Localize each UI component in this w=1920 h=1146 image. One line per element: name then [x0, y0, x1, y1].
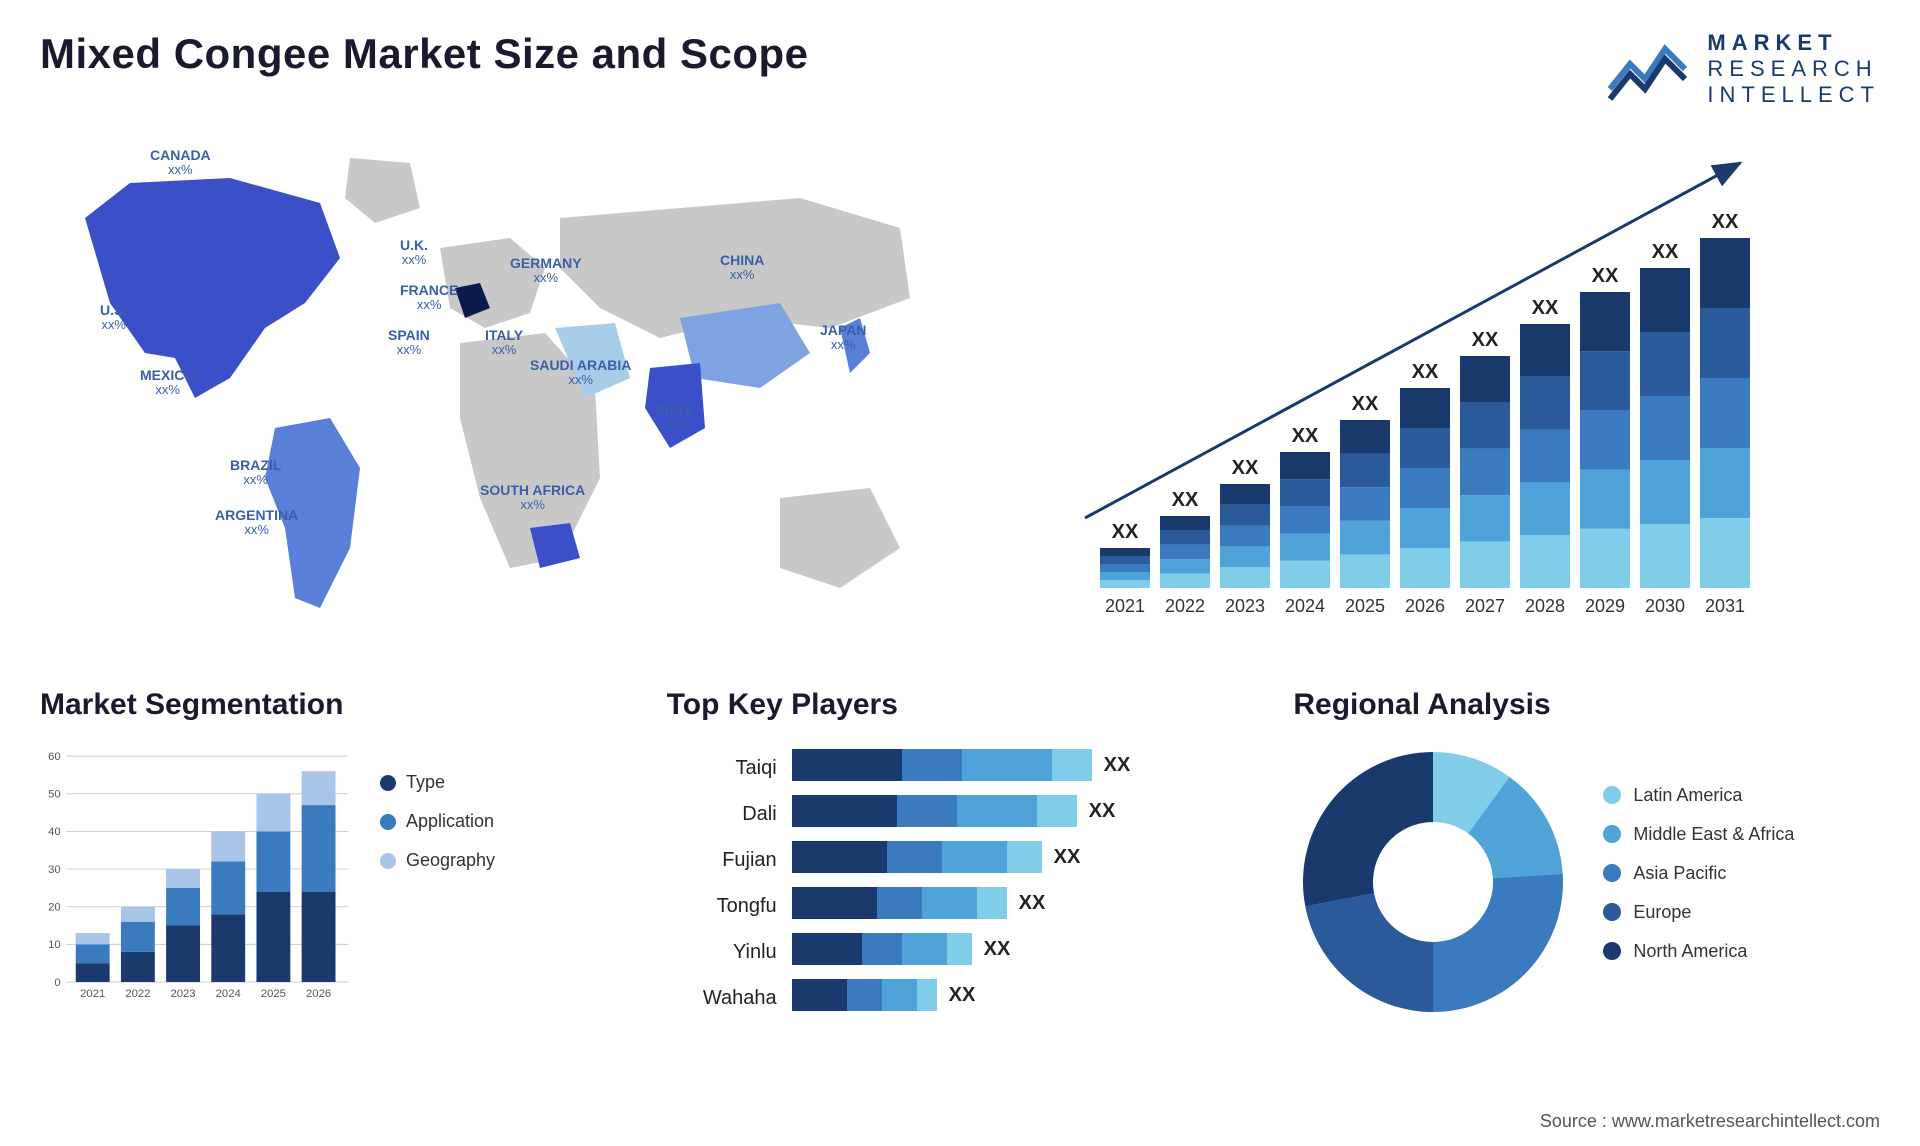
- regional-legend: Latin America Middle East & Africa Asia Pa…: [1603, 785, 1794, 980]
- svg-text:2021: 2021: [80, 988, 105, 1000]
- svg-text:2030: 2030: [1645, 596, 1685, 616]
- svg-text:2026: 2026: [306, 988, 331, 1000]
- svg-text:20: 20: [48, 901, 61, 913]
- svg-text:2029: 2029: [1585, 596, 1625, 616]
- map-label-japan: JAPANxx%: [820, 323, 866, 353]
- svg-text:XX: XX: [1472, 329, 1499, 351]
- svg-text:2023: 2023: [1225, 596, 1265, 616]
- map-label-south-africa: SOUTH AFRICAxx%: [480, 483, 585, 513]
- player-label-taiqi: Taiqi: [667, 748, 777, 794]
- player-row-tongfu: XX: [792, 880, 1254, 926]
- map-label-u.k.: U.K.xx%: [400, 238, 428, 268]
- map-label-argentina: ARGENTINAxx%: [215, 508, 298, 538]
- logo-text-1: MARKET: [1707, 30, 1880, 56]
- svg-text:2025: 2025: [1345, 596, 1385, 616]
- player-label-yinlu: Yinlu: [667, 932, 777, 978]
- svg-text:2025: 2025: [261, 988, 286, 1000]
- player-row-dali: XX: [792, 788, 1254, 834]
- regional-title: Regional Analysis: [1293, 688, 1880, 722]
- svg-text:0: 0: [54, 977, 60, 989]
- region-legend-north-america: North America: [1603, 941, 1794, 962]
- svg-text:XX: XX: [1652, 241, 1679, 263]
- svg-text:XX: XX: [1712, 211, 1739, 233]
- svg-text:XX: XX: [1172, 489, 1199, 511]
- player-row-yinlu: XX: [792, 926, 1254, 972]
- map-label-saudi-arabia: SAUDI ARABIAxx%: [530, 358, 631, 388]
- seg-legend-application: Application: [380, 811, 495, 832]
- map-label-u.s.: U.S.xx%: [100, 303, 127, 333]
- svg-text:2023: 2023: [170, 988, 195, 1000]
- svg-text:XX: XX: [1232, 457, 1259, 479]
- map-label-brazil: BRAZILxx%: [230, 458, 281, 488]
- logo-text-3: INTELLECT: [1707, 82, 1880, 108]
- player-label-fujian: Fujian: [667, 840, 777, 886]
- map-label-mexico: MEXICOxx%: [140, 368, 195, 398]
- map-label-canada: CANADAxx%: [150, 148, 211, 178]
- region-legend-asia-pacific: Asia Pacific: [1603, 863, 1794, 884]
- map-label-italy: ITALYxx%: [485, 328, 523, 358]
- brand-logo: MARKET RESEARCH INTELLECT: [1605, 30, 1880, 108]
- key-players-panel: Top Key Players TaiqiDaliFujianTongfuYin…: [667, 688, 1254, 1032]
- map-label-germany: GERMANYxx%: [510, 256, 582, 286]
- svg-text:2026: 2026: [1405, 596, 1445, 616]
- svg-text:XX: XX: [1112, 521, 1139, 543]
- svg-text:50: 50: [48, 789, 61, 801]
- svg-text:2024: 2024: [216, 988, 241, 1000]
- svg-text:60: 60: [48, 751, 61, 763]
- svg-text:2031: 2031: [1705, 596, 1745, 616]
- player-label-dali: Dali: [667, 794, 777, 840]
- world-map: CANADAxx% U.S.xx% MEXICOxx% BRAZILxx% ARGENT…: [40, 128, 940, 648]
- region-legend-europe: Europe: [1603, 902, 1794, 923]
- map-label-india: INDIAxx%: [655, 403, 693, 433]
- map-label-china: CHINAxx%: [720, 253, 764, 283]
- logo-icon: [1605, 34, 1695, 104]
- svg-text:XX: XX: [1532, 297, 1559, 319]
- regional-panel: Regional Analysis Latin America Middle Ea…: [1293, 688, 1880, 1032]
- region-legend-middle-east-africa: Middle East & Africa: [1603, 824, 1794, 845]
- svg-text:30: 30: [48, 864, 61, 876]
- svg-text:XX: XX: [1592, 265, 1619, 287]
- seg-legend-type: Type: [380, 772, 495, 793]
- source-text: Source : www.marketresearchintellect.com: [1540, 1111, 1880, 1132]
- player-label-wahaha: Wahaha: [667, 978, 777, 1024]
- player-label-tongfu: Tongfu: [667, 886, 777, 932]
- player-row-taiqi: XX: [792, 742, 1254, 788]
- player-row-wahaha: XX: [792, 972, 1254, 1018]
- svg-text:40: 40: [48, 826, 61, 838]
- map-label-spain: SPAINxx%: [388, 328, 430, 358]
- svg-text:2022: 2022: [1165, 596, 1205, 616]
- page-title: Mixed Congee Market Size and Scope: [40, 30, 809, 78]
- svg-text:2021: 2021: [1105, 596, 1145, 616]
- segmentation-legend: Type Application Geography: [380, 742, 495, 1032]
- segmentation-title: Market Segmentation: [40, 688, 627, 722]
- svg-text:2022: 2022: [125, 988, 150, 1000]
- logo-text-2: RESEARCH: [1707, 56, 1880, 82]
- svg-text:XX: XX: [1412, 361, 1439, 383]
- region-legend-latin-america: Latin America: [1603, 785, 1794, 806]
- seg-legend-geography: Geography: [380, 850, 495, 871]
- svg-text:XX: XX: [1352, 393, 1379, 415]
- growth-chart: 2021 XX 2022 XX 2023 XX 2024 XX 2025 XX 2026 XX 2027…: [980, 128, 1880, 648]
- svg-text:2027: 2027: [1465, 596, 1505, 616]
- player-row-fujian: XX: [792, 834, 1254, 880]
- svg-text:XX: XX: [1292, 425, 1319, 447]
- key-players-title: Top Key Players: [667, 688, 1254, 722]
- svg-text:2024: 2024: [1285, 596, 1325, 616]
- svg-text:10: 10: [48, 939, 61, 951]
- svg-text:2028: 2028: [1525, 596, 1565, 616]
- segmentation-panel: Market Segmentation 0 10 20 30 40 50 60 2021 202…: [40, 688, 627, 1032]
- map-label-france: FRANCExx%: [400, 283, 458, 313]
